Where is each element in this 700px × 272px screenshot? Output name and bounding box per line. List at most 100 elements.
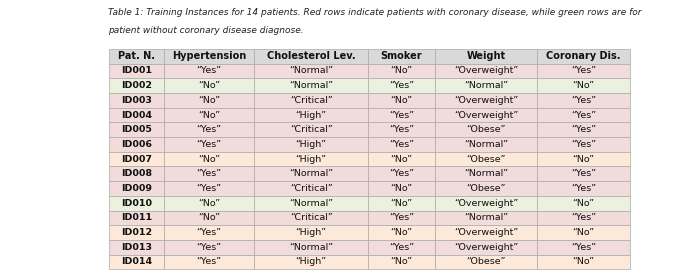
Text: Pat. N.: Pat. N. bbox=[118, 51, 155, 61]
Bar bbox=[108, 64, 164, 78]
Bar bbox=[435, 93, 537, 108]
Text: “Critical”: “Critical” bbox=[290, 125, 332, 134]
Bar bbox=[254, 196, 368, 211]
Bar bbox=[164, 255, 254, 269]
Text: “No”: “No” bbox=[391, 199, 412, 208]
Bar bbox=[254, 108, 368, 122]
Text: “Yes”: “Yes” bbox=[389, 125, 414, 134]
Bar bbox=[368, 225, 435, 240]
Text: “High”: “High” bbox=[295, 110, 327, 120]
Text: “High”: “High” bbox=[295, 140, 327, 149]
Text: “Yes”: “Yes” bbox=[571, 243, 596, 252]
Text: “High”: “High” bbox=[295, 154, 327, 164]
Text: “Yes”: “Yes” bbox=[389, 169, 414, 178]
Text: “No”: “No” bbox=[573, 154, 595, 164]
Text: “Obese”: “Obese” bbox=[466, 184, 506, 193]
Text: “Normal”: “Normal” bbox=[289, 81, 333, 90]
Text: “Yes”: “Yes” bbox=[197, 228, 222, 237]
Bar bbox=[254, 122, 368, 137]
Text: Smoker: Smoker bbox=[381, 51, 422, 61]
Text: “No”: “No” bbox=[391, 184, 412, 193]
Bar bbox=[164, 93, 254, 108]
Bar bbox=[435, 49, 537, 64]
Bar bbox=[254, 255, 368, 269]
Bar bbox=[108, 181, 164, 196]
Bar bbox=[435, 108, 537, 122]
Bar bbox=[254, 78, 368, 93]
Bar bbox=[537, 181, 631, 196]
Bar bbox=[368, 49, 435, 64]
Text: “No”: “No” bbox=[198, 154, 220, 164]
Text: “Normal”: “Normal” bbox=[289, 243, 333, 252]
Text: “Yes”: “Yes” bbox=[571, 169, 596, 178]
Text: “No”: “No” bbox=[391, 66, 412, 76]
Text: “No”: “No” bbox=[198, 110, 220, 120]
Text: “Overweight”: “Overweight” bbox=[454, 228, 518, 237]
Text: “Yes”: “Yes” bbox=[197, 257, 222, 267]
Bar bbox=[108, 78, 164, 93]
Bar bbox=[108, 93, 164, 108]
Text: ID014: ID014 bbox=[120, 257, 152, 267]
Text: “No”: “No” bbox=[198, 199, 220, 208]
Bar bbox=[164, 181, 254, 196]
Text: Table 1: Training Instances for 14 patients. Red rows indicate patients with cor: Table 1: Training Instances for 14 patie… bbox=[108, 8, 642, 17]
Text: ID009: ID009 bbox=[120, 184, 152, 193]
Bar bbox=[108, 211, 164, 225]
Text: “No”: “No” bbox=[573, 81, 595, 90]
Bar bbox=[537, 137, 631, 152]
Bar bbox=[164, 78, 254, 93]
Bar bbox=[368, 64, 435, 78]
Text: “Yes”: “Yes” bbox=[197, 169, 222, 178]
Bar bbox=[368, 240, 435, 255]
Text: “Normal”: “Normal” bbox=[289, 169, 333, 178]
Bar bbox=[254, 181, 368, 196]
Bar bbox=[537, 211, 631, 225]
Text: “Yes”: “Yes” bbox=[571, 213, 596, 222]
Text: “Normal”: “Normal” bbox=[289, 199, 333, 208]
Text: “High”: “High” bbox=[295, 257, 327, 267]
Bar bbox=[108, 122, 164, 137]
Text: “Overweight”: “Overweight” bbox=[454, 199, 518, 208]
Text: “No”: “No” bbox=[391, 228, 412, 237]
Text: “Critical”: “Critical” bbox=[290, 184, 332, 193]
Bar bbox=[537, 240, 631, 255]
Text: “No”: “No” bbox=[391, 257, 412, 267]
Bar bbox=[368, 211, 435, 225]
Bar bbox=[368, 152, 435, 166]
Bar bbox=[254, 137, 368, 152]
Text: Coronary Dis.: Coronary Dis. bbox=[547, 51, 621, 61]
Text: ID008: ID008 bbox=[120, 169, 152, 178]
Bar bbox=[164, 137, 254, 152]
Bar bbox=[254, 93, 368, 108]
Text: “Yes”: “Yes” bbox=[571, 66, 596, 76]
Bar bbox=[108, 152, 164, 166]
Text: “Yes”: “Yes” bbox=[389, 110, 414, 120]
Text: “Yes”: “Yes” bbox=[571, 125, 596, 134]
Text: “Yes”: “Yes” bbox=[389, 81, 414, 90]
Text: “No”: “No” bbox=[391, 96, 412, 105]
Text: “No”: “No” bbox=[573, 257, 595, 267]
Bar bbox=[164, 225, 254, 240]
Bar bbox=[368, 181, 435, 196]
Bar bbox=[537, 108, 631, 122]
Text: “No”: “No” bbox=[391, 154, 412, 164]
Text: ID006: ID006 bbox=[120, 140, 152, 149]
Text: “Obese”: “Obese” bbox=[466, 257, 506, 267]
Bar bbox=[164, 108, 254, 122]
Text: “Yes”: “Yes” bbox=[389, 140, 414, 149]
Bar bbox=[537, 196, 631, 211]
Text: “Yes”: “Yes” bbox=[571, 140, 596, 149]
Bar bbox=[254, 240, 368, 255]
Bar bbox=[435, 225, 537, 240]
Bar bbox=[254, 152, 368, 166]
Bar bbox=[435, 211, 537, 225]
Text: “No”: “No” bbox=[573, 228, 595, 237]
Text: “No”: “No” bbox=[573, 199, 595, 208]
Bar bbox=[435, 152, 537, 166]
Bar bbox=[537, 255, 631, 269]
Bar bbox=[164, 196, 254, 211]
Bar bbox=[108, 255, 164, 269]
Bar bbox=[108, 225, 164, 240]
Bar bbox=[435, 122, 537, 137]
Text: “Yes”: “Yes” bbox=[197, 243, 222, 252]
